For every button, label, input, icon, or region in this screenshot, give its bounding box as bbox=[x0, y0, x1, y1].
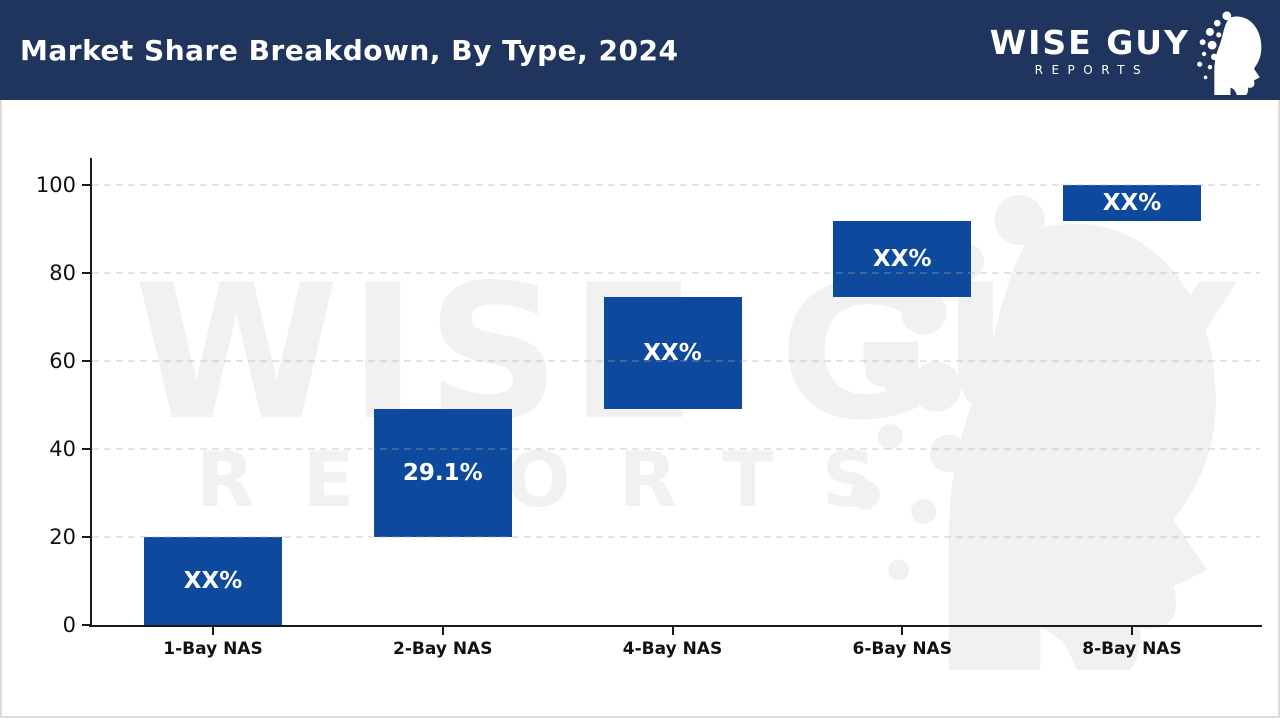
bar-6-bay-nas bbox=[833, 221, 972, 297]
gridline-20 bbox=[92, 536, 1260, 538]
logo-wordmark: WISE GUY bbox=[989, 23, 1190, 63]
watermark-line2: REPORTS bbox=[196, 435, 925, 524]
x-axis-category-label: 8-Bay NAS bbox=[1082, 639, 1182, 659]
y-axis-tick-label: 20 bbox=[49, 525, 76, 549]
y-axis-tick bbox=[82, 272, 90, 274]
bar-value-label: XX% bbox=[643, 339, 702, 366]
bar-value-label: XX% bbox=[1102, 190, 1162, 217]
y-axis-tick bbox=[82, 184, 90, 186]
logo-subtext: REPORTS bbox=[1034, 62, 1150, 77]
bar-value-label: XX% bbox=[183, 568, 243, 594]
y-axis-tick bbox=[82, 448, 90, 450]
gridline-60 bbox=[92, 360, 1260, 362]
header: Market Share Breakdown, By Type, 2024 WI… bbox=[0, 0, 1280, 100]
x-axis-tick bbox=[1131, 627, 1133, 635]
x-axis-category-label: 2-Bay NAS bbox=[393, 639, 493, 659]
y-axis-tick-label: 40 bbox=[49, 437, 76, 461]
x-axis-category-label: 6-Bay NAS bbox=[852, 639, 952, 659]
x-axis-tick bbox=[671, 627, 674, 635]
brand-logo-text: WISE GUY REPORTS bbox=[989, 23, 1190, 77]
logo-head-icon bbox=[1197, 11, 1262, 95]
x-axis-tick bbox=[441, 627, 444, 635]
bar-2-bay-nas bbox=[373, 408, 512, 537]
page-title: Market Share Breakdown, By Type, 2024 bbox=[20, 34, 679, 67]
brand-logo: WISE GUY REPORTS bbox=[990, 6, 1266, 96]
x-axis-tick bbox=[901, 627, 904, 635]
bar-value-label: 29.1% bbox=[402, 459, 483, 486]
bar-4-bay-nas bbox=[603, 296, 742, 409]
y-axis-tick-label: 100 bbox=[35, 173, 76, 197]
y-axis-line bbox=[90, 158, 92, 627]
watermark-head-icon bbox=[850, 195, 1216, 670]
x-axis-category-label: 1-Bay NAS bbox=[163, 639, 263, 659]
y-axis-tick-label: 0 bbox=[62, 613, 76, 637]
gridline-40 bbox=[92, 448, 1260, 450]
y-axis-tick-label: 80 bbox=[49, 261, 76, 285]
x-axis-category-label: 4-Bay NAS bbox=[622, 639, 723, 659]
gridline-80 bbox=[92, 272, 1260, 274]
x-axis-line bbox=[89, 625, 1262, 627]
y-axis-tick-label: 60 bbox=[49, 349, 76, 373]
y-axis-tick bbox=[82, 360, 90, 362]
gridline-100 bbox=[92, 184, 1260, 186]
bar-8-bay-nas bbox=[1063, 185, 1201, 222]
bar-value-label: XX% bbox=[872, 245, 932, 272]
y-axis-tick bbox=[82, 536, 90, 538]
y-axis-tick bbox=[82, 624, 90, 626]
bar-1-bay-nas bbox=[144, 537, 282, 625]
x-axis-tick bbox=[212, 627, 214, 635]
